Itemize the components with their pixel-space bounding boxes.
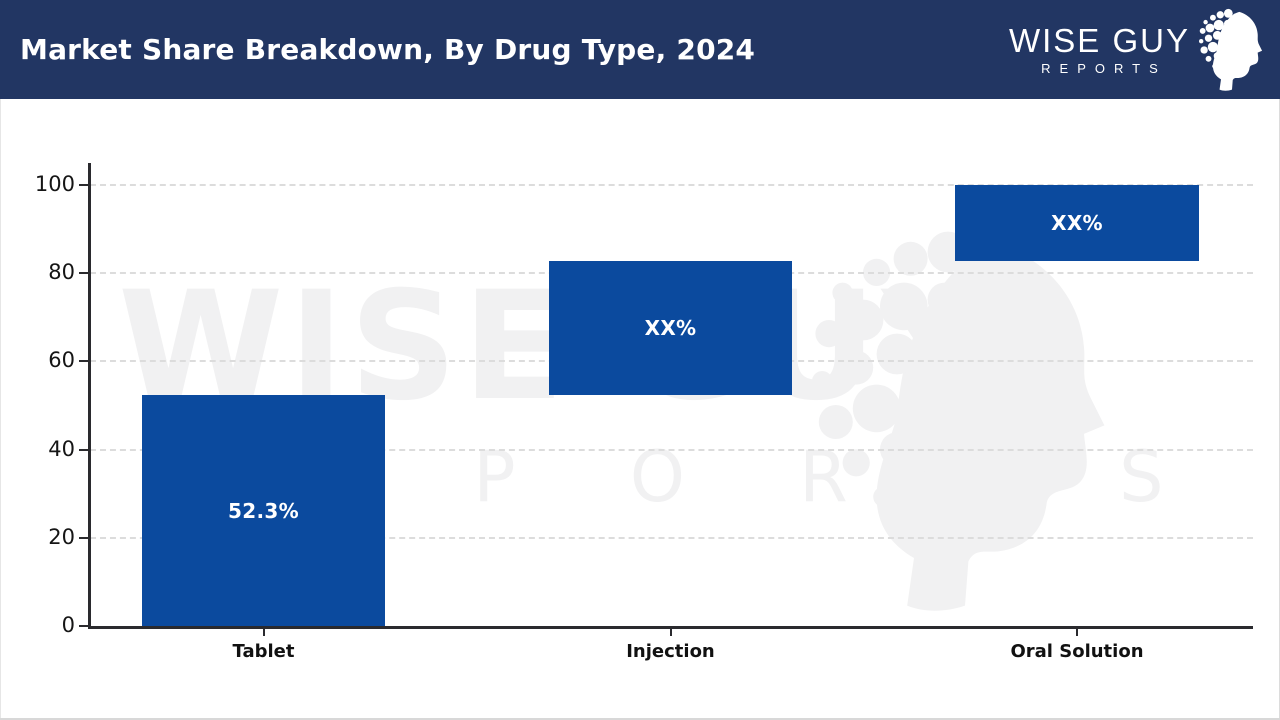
y-tick-label: 40 [48, 436, 75, 461]
bar-tablet: 52.3% [141, 395, 386, 626]
y-gridline [90, 448, 1253, 451]
y-gridline [90, 184, 1253, 186]
category-label: Injection [626, 641, 715, 662]
x-axis-line [88, 626, 1253, 629]
y-tick-mark [79, 360, 88, 363]
y-tick-mark [79, 536, 88, 539]
category-label: Tablet [232, 641, 295, 662]
bar-value-label: XX% [1051, 210, 1103, 235]
y-tick-label: 20 [48, 524, 75, 549]
x-tick-mark [669, 628, 672, 636]
bar-injection: XX% [548, 260, 793, 396]
bar-value-label: 52.3% [228, 498, 299, 523]
category-label: Oral Solution [1010, 641, 1144, 662]
bar-value-label: XX% [644, 316, 697, 341]
page-title: Market Share Breakdown, By Drug Type, 20… [20, 33, 756, 66]
y-tick-mark [79, 272, 88, 275]
chart-area: 0 20 40 60 80 100 52.3% XX% XX% Tablet Injection Or… [0, 99, 1280, 710]
y-gridline [90, 536, 1253, 539]
logo-head-icon [1199, 8, 1263, 91]
logo-wordmark: WISE GUY REPORTS [1008, 22, 1190, 77]
bar-oral-solution: XX% [955, 185, 1199, 261]
logo-text-reports: REPORTS [1041, 61, 1167, 76]
x-tick-mark [1076, 628, 1078, 636]
watermark-head-icon [812, 231, 1105, 611]
y-tick-label: 60 [48, 348, 75, 373]
y-tick-label: 80 [48, 260, 75, 285]
y-tick-mark [79, 448, 88, 451]
y-tick-label: 0 [61, 613, 75, 637]
header-bar: Market Share Breakdown, By Drug Type, 20… [0, 0, 1280, 99]
x-tick-mark [262, 628, 265, 636]
y-axis-line [88, 163, 91, 628]
brand-logo: WISE GUY REPORTS [1009, 4, 1270, 96]
y-tick-mark [79, 625, 88, 627]
y-tick-label: 100 [34, 172, 75, 196]
logo-text-wiseguy: WISE GUY [1008, 22, 1190, 59]
y-tick-mark [79, 184, 88, 186]
